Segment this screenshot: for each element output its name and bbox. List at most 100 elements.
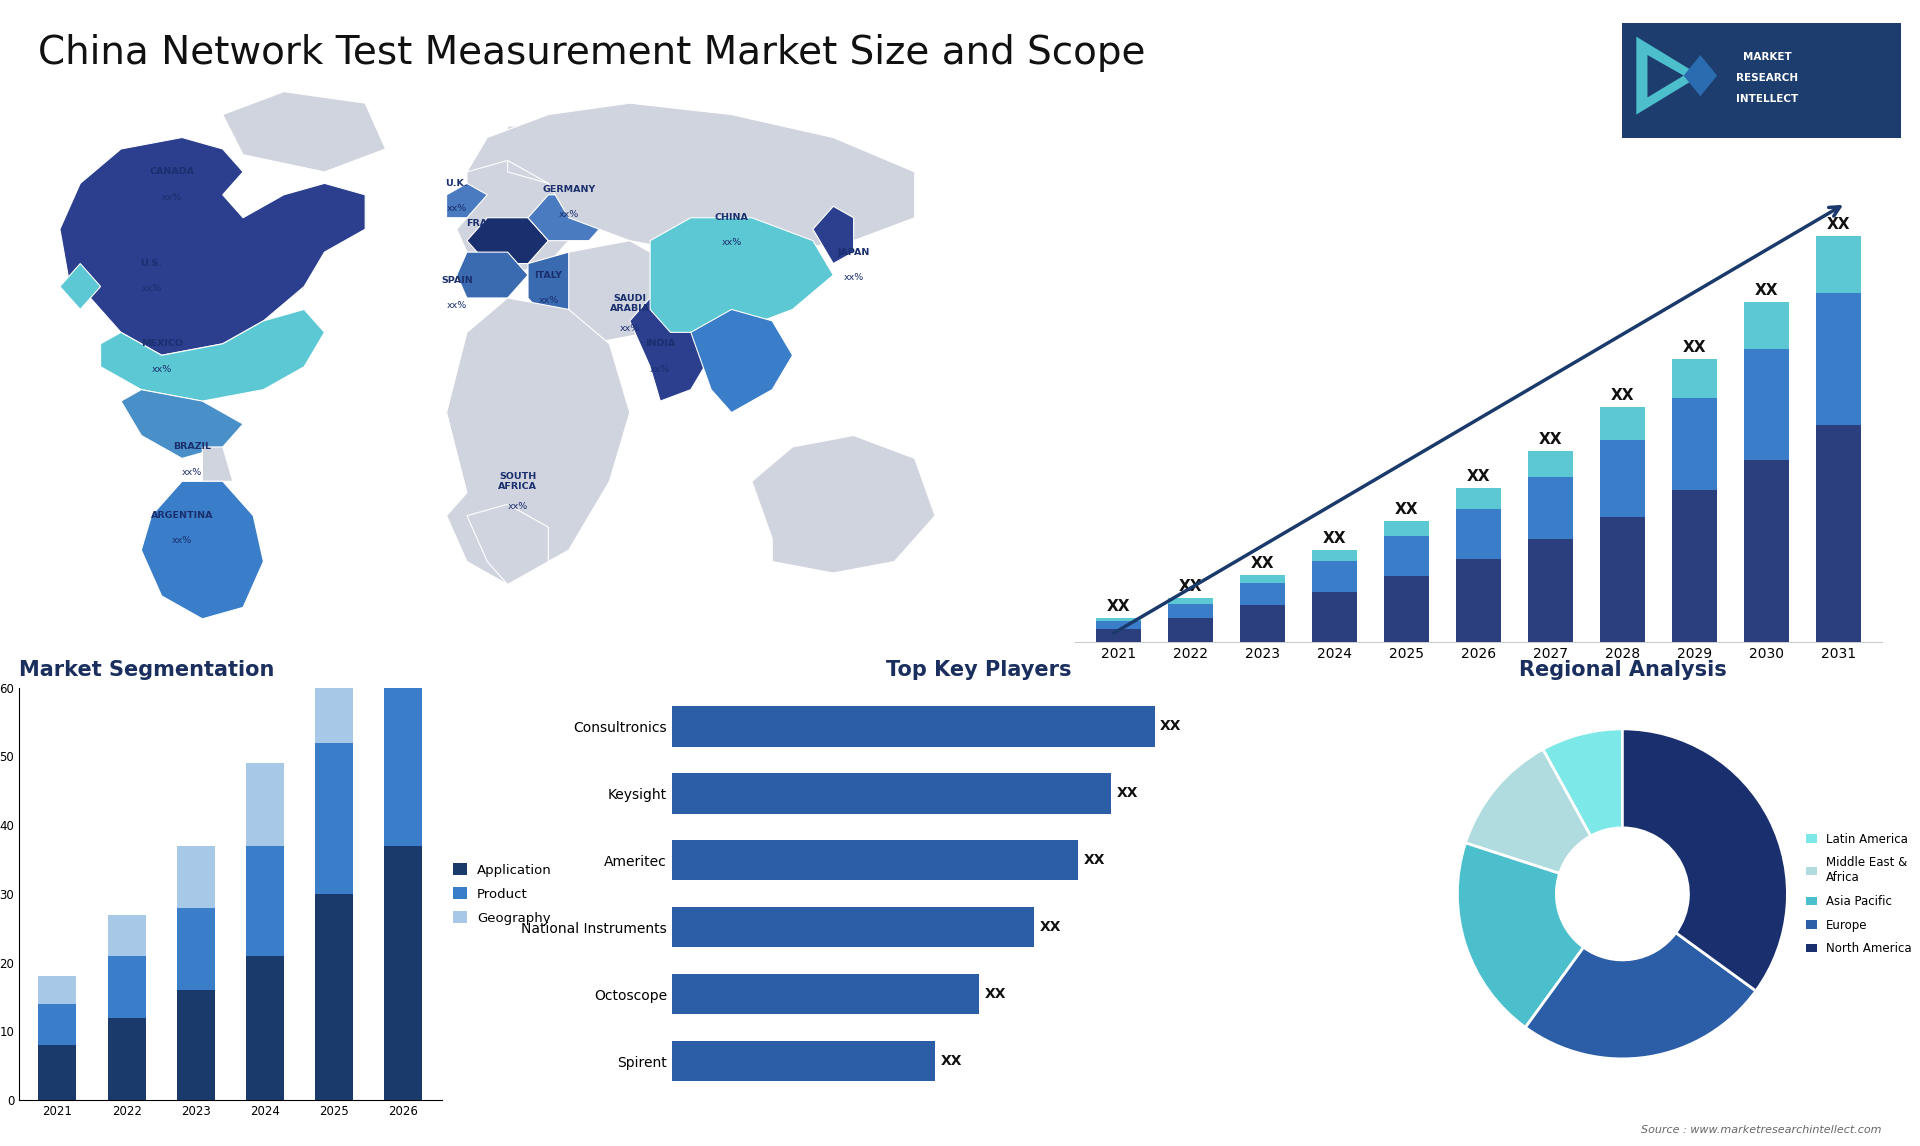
Bar [672, 706, 1154, 746]
Text: XX: XX [1467, 469, 1490, 484]
Bar [1167, 618, 1213, 642]
Text: FRANCE: FRANCE [467, 219, 509, 228]
Bar [1816, 293, 1860, 424]
Polygon shape [753, 435, 935, 573]
Text: Source : www.marketresearchintellect.com: Source : www.marketresearchintellect.com [1642, 1124, 1882, 1135]
Bar [384, 509, 422, 653]
Legend: Latin America, Middle East &
Africa, Asia Pacific, Europe, North America: Latin America, Middle East & Africa, Asi… [1801, 827, 1916, 960]
Bar [672, 908, 1035, 948]
Bar [1167, 604, 1213, 618]
Bar [1528, 539, 1572, 642]
Text: xx%: xx% [651, 364, 670, 374]
Text: U.S.: U.S. [140, 259, 163, 268]
Text: U.K.: U.K. [445, 179, 468, 188]
Bar [384, 653, 422, 846]
Bar [1672, 490, 1716, 642]
Text: xx%: xx% [152, 364, 171, 374]
Text: xx%: xx% [559, 210, 578, 219]
Text: xx%: xx% [161, 193, 182, 202]
Bar [1455, 488, 1501, 509]
Bar [672, 774, 1112, 814]
Polygon shape [528, 195, 609, 241]
Bar [38, 1004, 77, 1045]
Text: XX: XX [1039, 920, 1062, 934]
Bar [1240, 582, 1284, 605]
Circle shape [1557, 827, 1688, 960]
Bar [177, 990, 215, 1100]
Text: XX: XX [1611, 388, 1634, 403]
Polygon shape [100, 309, 324, 401]
Bar [1455, 559, 1501, 642]
Text: XX: XX [1755, 283, 1778, 298]
Bar [38, 976, 77, 1004]
Text: JAPAN: JAPAN [837, 248, 870, 257]
Wedge shape [1524, 933, 1757, 1059]
Wedge shape [1465, 749, 1590, 873]
Text: xx%: xx% [142, 284, 161, 293]
Polygon shape [467, 218, 549, 264]
Bar [672, 1042, 935, 1082]
Polygon shape [447, 183, 488, 218]
Polygon shape [447, 298, 630, 584]
Bar [1096, 618, 1140, 621]
Text: xx%: xx% [620, 324, 639, 333]
Bar [315, 743, 353, 894]
Text: MARKET: MARKET [1743, 53, 1791, 62]
Polygon shape [60, 264, 100, 309]
Polygon shape [60, 138, 365, 355]
Text: RESEARCH: RESEARCH [1736, 73, 1799, 83]
Wedge shape [1457, 843, 1584, 1027]
Bar [384, 846, 422, 1100]
Legend: Application, Product, Geography: Application, Product, Geography [447, 858, 557, 929]
Text: MEXICO: MEXICO [140, 339, 182, 348]
Polygon shape [812, 206, 854, 264]
Polygon shape [457, 252, 528, 298]
Bar [108, 915, 146, 956]
Bar [1672, 398, 1716, 490]
Bar [315, 894, 353, 1100]
Text: XX: XX [1394, 502, 1419, 517]
Polygon shape [651, 218, 833, 332]
Polygon shape [568, 241, 691, 344]
Text: XX: XX [1106, 599, 1131, 614]
Text: xx%: xx% [447, 301, 467, 311]
Bar [1599, 517, 1645, 642]
Text: ARGENTINA: ARGENTINA [152, 511, 213, 520]
Wedge shape [1544, 729, 1622, 837]
Text: XX: XX [1323, 531, 1346, 545]
Text: CHINA: CHINA [714, 213, 749, 222]
Polygon shape [528, 252, 589, 321]
Text: XX: XX [1160, 720, 1181, 733]
Bar [1816, 236, 1860, 293]
Text: xx%: xx% [478, 244, 497, 253]
Text: XX: XX [1250, 556, 1275, 571]
Text: xx%: xx% [538, 296, 559, 305]
Bar [108, 1018, 146, 1100]
Bar [177, 908, 215, 990]
Text: SAUDI
ARABIA: SAUDI ARABIA [611, 295, 649, 313]
Bar [1455, 509, 1501, 559]
Wedge shape [1622, 729, 1788, 991]
Text: Market Segmentation: Market Segmentation [19, 660, 275, 681]
Bar [1528, 450, 1572, 477]
Title: Regional Analysis: Regional Analysis [1519, 660, 1726, 681]
Bar [1096, 621, 1140, 629]
Text: XX: XX [1826, 218, 1851, 233]
Text: CANADA: CANADA [150, 167, 194, 176]
Bar [1672, 359, 1716, 398]
Polygon shape [691, 309, 793, 413]
Bar [1384, 576, 1428, 642]
Text: xx%: xx% [722, 238, 741, 248]
Text: XX: XX [1116, 786, 1139, 800]
Bar [1599, 440, 1645, 517]
Text: SPAIN: SPAIN [442, 276, 472, 285]
Bar [1311, 591, 1357, 642]
Bar [246, 956, 284, 1100]
Bar [1240, 605, 1284, 642]
Bar [1743, 350, 1789, 460]
Polygon shape [1647, 55, 1684, 97]
Text: xx%: xx% [507, 502, 528, 511]
Polygon shape [467, 103, 914, 252]
Bar [1743, 460, 1789, 642]
Polygon shape [1636, 37, 1701, 115]
